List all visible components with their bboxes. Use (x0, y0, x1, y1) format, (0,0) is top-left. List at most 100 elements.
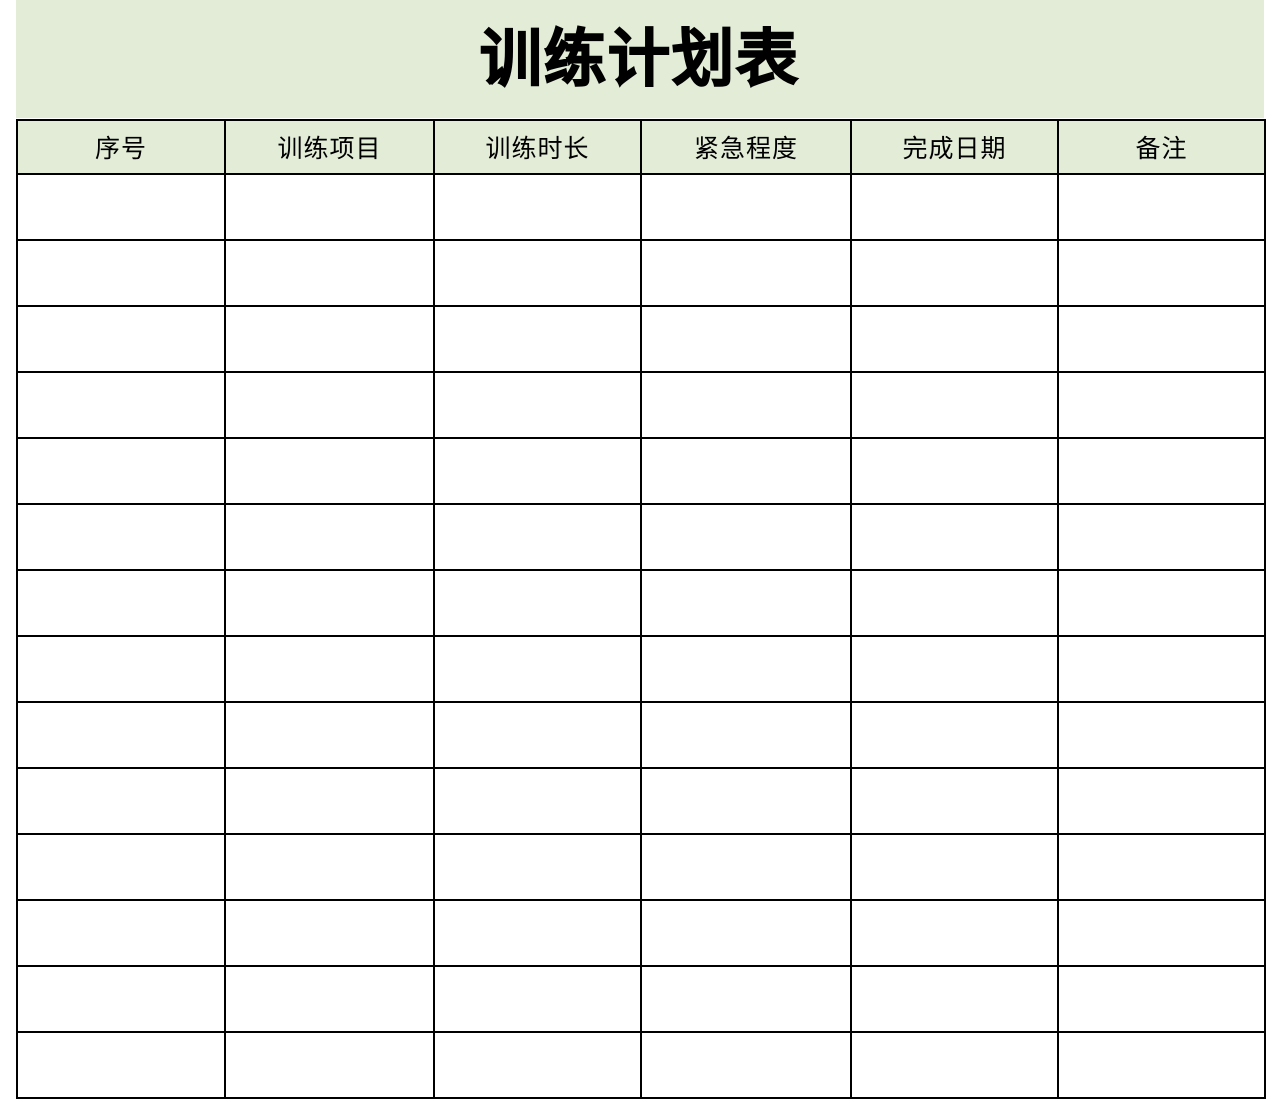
cell-urgency[interactable] (640, 899, 852, 967)
column-header-remark[interactable]: 备注 (1057, 119, 1266, 175)
table-row (16, 305, 1266, 373)
cell-duration[interactable] (433, 239, 642, 307)
cell-duration[interactable] (433, 701, 642, 769)
cell-urgency[interactable] (640, 569, 852, 637)
cell-remark[interactable] (1057, 305, 1266, 373)
cell-urgency[interactable] (640, 701, 852, 769)
cell-seq[interactable] (16, 833, 226, 901)
column-header-done-on[interactable]: 完成日期 (850, 119, 1059, 175)
cell-duration[interactable] (433, 173, 642, 241)
cell-seq[interactable] (16, 767, 226, 835)
cell-duration[interactable] (433, 767, 642, 835)
cell-item[interactable] (224, 173, 435, 241)
cell-done_on[interactable] (850, 305, 1059, 373)
cell-remark[interactable] (1057, 371, 1266, 439)
cell-item[interactable] (224, 635, 435, 703)
table-row (16, 1031, 1266, 1099)
cell-urgency[interactable] (640, 833, 852, 901)
table-header: 序号 训练项目 训练时长 紧急程度 完成日期 备注 (16, 119, 1266, 175)
cell-remark[interactable] (1057, 173, 1266, 241)
cell-urgency[interactable] (640, 371, 852, 439)
column-header-urgency[interactable]: 紧急程度 (640, 119, 852, 175)
cell-urgency[interactable] (640, 965, 852, 1033)
cell-item[interactable] (224, 1031, 435, 1099)
cell-item[interactable] (224, 899, 435, 967)
cell-seq[interactable] (16, 173, 226, 241)
cell-done_on[interactable] (850, 569, 1059, 637)
cell-duration[interactable] (433, 503, 642, 571)
cell-remark[interactable] (1057, 1031, 1266, 1099)
cell-remark[interactable] (1057, 635, 1266, 703)
cell-remark[interactable] (1057, 503, 1266, 571)
cell-done_on[interactable] (850, 833, 1059, 901)
table-row (16, 965, 1266, 1033)
cell-done_on[interactable] (850, 767, 1059, 835)
cell-done_on[interactable] (850, 1031, 1059, 1099)
cell-urgency[interactable] (640, 305, 852, 373)
cell-duration[interactable] (433, 635, 642, 703)
cell-seq[interactable] (16, 305, 226, 373)
cell-urgency[interactable] (640, 503, 852, 571)
cell-done_on[interactable] (850, 371, 1059, 439)
cell-seq[interactable] (16, 437, 226, 505)
table-row (16, 635, 1266, 703)
cell-urgency[interactable] (640, 635, 852, 703)
column-header-seq[interactable]: 序号 (16, 119, 226, 175)
table-row (16, 437, 1266, 505)
cell-seq[interactable] (16, 899, 226, 967)
cell-urgency[interactable] (640, 173, 852, 241)
cell-duration[interactable] (433, 569, 642, 637)
cell-item[interactable] (224, 305, 435, 373)
cell-item[interactable] (224, 503, 435, 571)
cell-seq[interactable] (16, 569, 226, 637)
cell-done_on[interactable] (850, 701, 1059, 769)
cell-duration[interactable] (433, 1031, 642, 1099)
cell-remark[interactable] (1057, 899, 1266, 967)
cell-urgency[interactable] (640, 767, 852, 835)
cell-duration[interactable] (433, 899, 642, 967)
cell-done_on[interactable] (850, 899, 1059, 967)
cell-item[interactable] (224, 833, 435, 901)
column-header-duration[interactable]: 训练时长 (433, 119, 642, 175)
cell-remark[interactable] (1057, 569, 1266, 637)
cell-item[interactable] (224, 569, 435, 637)
cell-duration[interactable] (433, 965, 642, 1033)
cell-urgency[interactable] (640, 437, 852, 505)
cell-item[interactable] (224, 701, 435, 769)
cell-done_on[interactable] (850, 635, 1059, 703)
table-row (16, 833, 1266, 901)
cell-done_on[interactable] (850, 239, 1059, 307)
cell-item[interactable] (224, 965, 435, 1033)
cell-done_on[interactable] (850, 965, 1059, 1033)
cell-seq[interactable] (16, 503, 226, 571)
cell-remark[interactable] (1057, 701, 1266, 769)
cell-seq[interactable] (16, 239, 226, 307)
cell-duration[interactable] (433, 371, 642, 439)
cell-seq[interactable] (16, 635, 226, 703)
cell-item[interactable] (224, 371, 435, 439)
cell-item[interactable] (224, 437, 435, 505)
table-row (16, 371, 1266, 439)
table-row (16, 767, 1266, 835)
cell-item[interactable] (224, 767, 435, 835)
cell-done_on[interactable] (850, 503, 1059, 571)
cell-duration[interactable] (433, 305, 642, 373)
cell-remark[interactable] (1057, 437, 1266, 505)
cell-remark[interactable] (1057, 965, 1266, 1033)
cell-duration[interactable] (433, 833, 642, 901)
cell-remark[interactable] (1057, 239, 1266, 307)
cell-seq[interactable] (16, 965, 226, 1033)
cell-item[interactable] (224, 239, 435, 307)
cell-seq[interactable] (16, 701, 226, 769)
cell-urgency[interactable] (640, 239, 852, 307)
cell-done_on[interactable] (850, 173, 1059, 241)
cell-done_on[interactable] (850, 437, 1059, 505)
cell-urgency[interactable] (640, 1031, 852, 1099)
cell-seq[interactable] (16, 371, 226, 439)
cell-remark[interactable] (1057, 767, 1266, 835)
cell-remark[interactable] (1057, 833, 1266, 901)
column-header-item[interactable]: 训练项目 (224, 119, 435, 175)
cell-duration[interactable] (433, 437, 642, 505)
table-row (16, 569, 1266, 637)
cell-seq[interactable] (16, 1031, 226, 1099)
